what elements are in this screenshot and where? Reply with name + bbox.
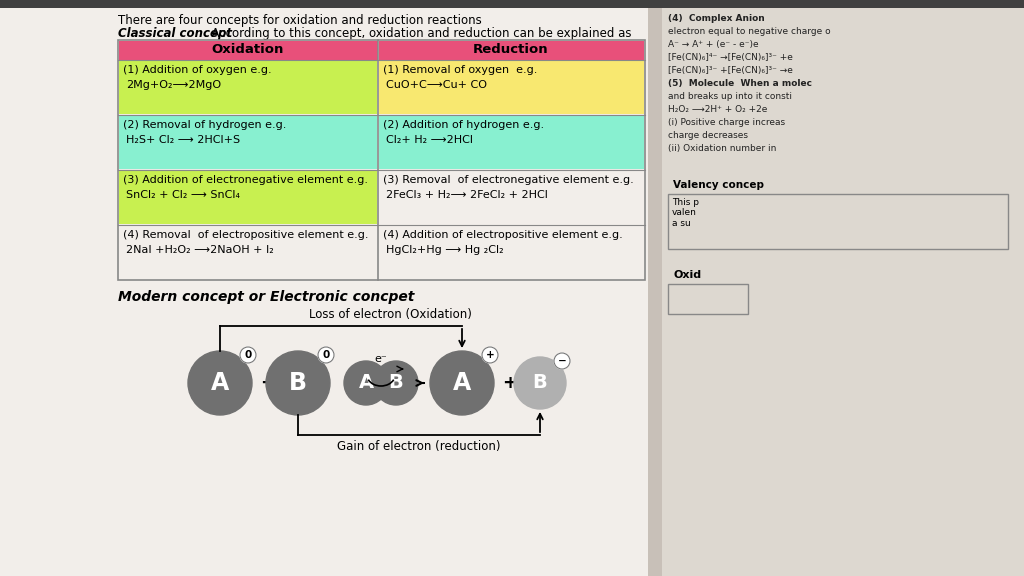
Text: SnCl₂ + Cl₂ ⟶ SnCl₄: SnCl₂ + Cl₂ ⟶ SnCl₄	[126, 190, 240, 200]
Text: (1) Addition of oxygen e.g.: (1) Addition of oxygen e.g.	[123, 65, 271, 75]
Circle shape	[482, 347, 498, 363]
Text: There are four concepts for oxidation and reduction reactions: There are four concepts for oxidation an…	[118, 14, 481, 27]
Circle shape	[514, 357, 566, 409]
Text: [Fe(CN)₆]⁴⁻ →[Fe(CN)₆]³⁻ +e: [Fe(CN)₆]⁴⁻ →[Fe(CN)₆]³⁻ +e	[668, 53, 793, 62]
Circle shape	[344, 361, 388, 405]
Text: : According to this concept, oxidation and reduction can be explained as: : According to this concept, oxidation a…	[200, 27, 632, 40]
Text: (i) Positive charge increas: (i) Positive charge increas	[668, 118, 785, 127]
Bar	[119, 116, 377, 169]
Circle shape	[318, 347, 334, 363]
Text: Classical concept: Classical concept	[118, 27, 232, 40]
Text: charge decreases: charge decreases	[668, 131, 748, 140]
Circle shape	[554, 353, 570, 369]
Bar	[119, 41, 378, 60]
Text: [Fe(CN)₆]³⁻ +[Fe(CN)₆]³⁻ →e: [Fe(CN)₆]³⁻ +[Fe(CN)₆]³⁻ →e	[668, 66, 793, 75]
Text: (3) Removal  of electronegative element e.g.: (3) Removal of electronegative element e…	[383, 175, 634, 185]
Bar	[379, 41, 644, 60]
Text: A: A	[453, 371, 471, 395]
Text: CuO+C⟶Cu+ CO: CuO+C⟶Cu+ CO	[386, 80, 487, 90]
Text: B: B	[532, 373, 548, 392]
Text: (4) Removal  of electropositive element e.g.: (4) Removal of electropositive element e…	[123, 230, 369, 240]
Bar	[379, 116, 644, 169]
Text: (5)  Molecule  When a molec: (5) Molecule When a molec	[668, 79, 812, 88]
Text: e⁻: e⁻	[375, 354, 387, 364]
Text: B: B	[289, 371, 307, 395]
Text: (ii) Oxidation number in: (ii) Oxidation number in	[668, 144, 776, 153]
Text: Loss of electron (Oxidation): Loss of electron (Oxidation)	[308, 308, 471, 321]
Text: 0: 0	[245, 350, 252, 360]
Bar	[119, 61, 377, 114]
Text: Oxidation: Oxidation	[212, 43, 285, 56]
Circle shape	[430, 351, 494, 415]
Text: −: −	[558, 356, 566, 366]
Circle shape	[240, 347, 256, 363]
Circle shape	[266, 351, 330, 415]
Circle shape	[374, 361, 418, 405]
Text: (1) Removal of oxygen  e.g.: (1) Removal of oxygen e.g.	[383, 65, 538, 75]
Text: Valency concep: Valency concep	[673, 180, 764, 190]
Text: and breaks up into it consti: and breaks up into it consti	[668, 92, 792, 101]
Bar	[119, 171, 377, 224]
Bar	[660, 8, 1024, 576]
Text: (4)  Complex Anion: (4) Complex Anion	[668, 14, 765, 23]
Text: B: B	[389, 373, 403, 392]
Text: Cl₂+ H₂ ⟶2HCl: Cl₂+ H₂ ⟶2HCl	[386, 135, 473, 145]
Text: (4) Addition of electropositive element e.g.: (4) Addition of electropositive element …	[383, 230, 623, 240]
Text: H₂S+ Cl₂ ⟶ 2HCl+S: H₂S+ Cl₂ ⟶ 2HCl+S	[126, 135, 240, 145]
Text: electron equal to negative charge o: electron equal to negative charge o	[668, 27, 830, 36]
Text: 2Mg+O₂⟶2MgO: 2Mg+O₂⟶2MgO	[126, 80, 221, 90]
Bar	[668, 284, 748, 314]
Text: (2) Removal of hydrogen e.g.: (2) Removal of hydrogen e.g.	[123, 120, 287, 130]
Text: Gain of electron (reduction): Gain of electron (reduction)	[337, 440, 501, 453]
Text: +: +	[502, 374, 517, 392]
Bar	[0, 0, 1024, 8]
Text: 2NaI +H₂O₂ ⟶2NaOH + I₂: 2NaI +H₂O₂ ⟶2NaOH + I₂	[126, 245, 273, 255]
Text: 2FeCl₃ + H₂⟶ 2FeCl₂ + 2HCl: 2FeCl₃ + H₂⟶ 2FeCl₂ + 2HCl	[386, 190, 548, 200]
Bar	[0, 8, 660, 576]
Text: This p
valen
a su: This p valen a su	[672, 198, 699, 228]
Bar	[648, 8, 662, 576]
Text: HgCl₂+Hg ⟶ Hg ₂Cl₂: HgCl₂+Hg ⟶ Hg ₂Cl₂	[386, 245, 504, 255]
Bar	[379, 61, 644, 114]
Text: +: +	[485, 350, 495, 360]
Bar	[118, 40, 645, 280]
Text: A: A	[211, 371, 229, 395]
Bar	[668, 194, 1008, 249]
Text: Reduction: Reduction	[473, 43, 549, 56]
Text: (2) Addition of hydrogen e.g.: (2) Addition of hydrogen e.g.	[383, 120, 544, 130]
Text: Modern concept or Electronic concpet: Modern concept or Electronic concpet	[118, 290, 415, 304]
Text: A⁻ → A⁺ + (e⁻ - e⁻)e: A⁻ → A⁺ + (e⁻ - e⁻)e	[668, 40, 759, 49]
Text: A: A	[358, 373, 374, 392]
Text: 0: 0	[323, 350, 330, 360]
Text: Oxid: Oxid	[673, 270, 701, 280]
Text: H₂O₂ ⟶2H⁺ + O₂ +2e: H₂O₂ ⟶2H⁺ + O₂ +2e	[668, 105, 767, 114]
Text: +: +	[260, 374, 275, 392]
Circle shape	[188, 351, 252, 415]
Text: (3) Addition of electronegative element e.g.: (3) Addition of electronegative element …	[123, 175, 368, 185]
